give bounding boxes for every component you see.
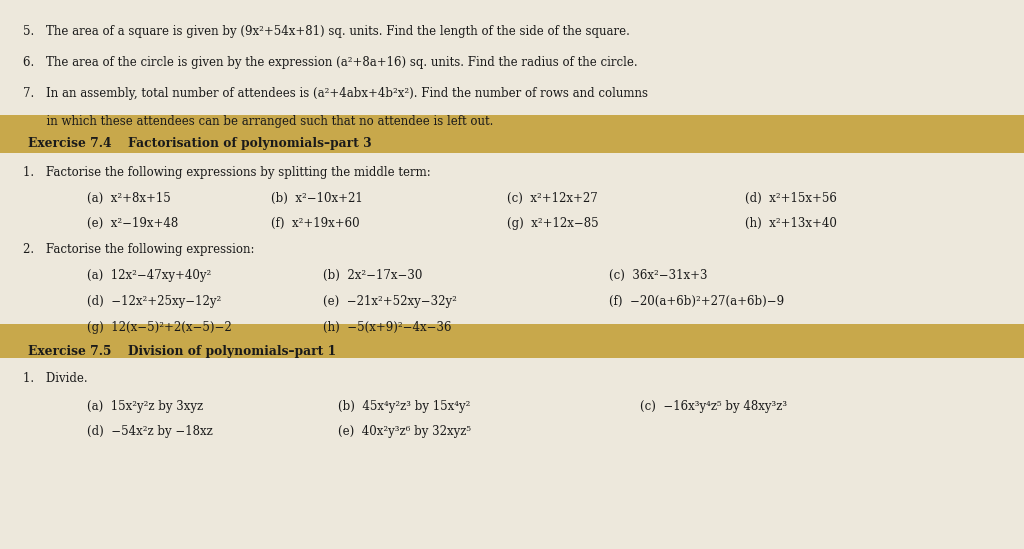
Bar [0, 115, 1024, 153]
Text: (d)  −54x²z by −18xz: (d) −54x²z by −18xz [87, 425, 213, 439]
Text: (c)  x²+12x+27: (c) x²+12x+27 [507, 192, 598, 205]
Text: (c)  36x²−31x+3: (c) 36x²−31x+3 [609, 269, 708, 282]
Text: (a)  x²+8x+15: (a) x²+8x+15 [87, 192, 171, 205]
Text: (d)  −12x²+25xy−12y²: (d) −12x²+25xy−12y² [87, 295, 221, 309]
Text: (b)  2x²−17x−30: (b) 2x²−17x−30 [323, 269, 422, 282]
Text: 1. Divide.: 1. Divide. [23, 372, 87, 385]
Text: in which these attendees can be arranged such that no attendee is left out.: in which these attendees can be arranged… [23, 115, 493, 128]
Text: (e)  40x²y³z⁶ by 32xyz⁵: (e) 40x²y³z⁶ by 32xyz⁵ [338, 425, 471, 439]
Text: (e)  x²−19x+48: (e) x²−19x+48 [87, 217, 178, 231]
Text: (a)  12x²−47xy+40y²: (a) 12x²−47xy+40y² [87, 269, 211, 282]
Text: (g)  12(x−5)²+2(x−5)−2: (g) 12(x−5)²+2(x−5)−2 [87, 321, 231, 334]
Text: (b)  45x⁴y²z³ by 15x⁴y²: (b) 45x⁴y²z³ by 15x⁴y² [338, 400, 470, 413]
Text: Exercise 7.5  Division of polynomials–part 1: Exercise 7.5 Division of polynomials–par… [28, 345, 336, 358]
Text: (f)  x²+19x+60: (f) x²+19x+60 [271, 217, 360, 231]
Text: 2. Factorise the following expression:: 2. Factorise the following expression: [23, 243, 254, 256]
Text: 6. The area of the circle is given by the expression (a²+8a+16) sq. units. Find : 6. The area of the circle is given by th… [23, 56, 637, 69]
Text: (h)  −5(x+9)²−4x−36: (h) −5(x+9)²−4x−36 [323, 321, 451, 334]
Text: (c)  −16x³y⁴z⁵ by 48xy³z³: (c) −16x³y⁴z⁵ by 48xy³z³ [640, 400, 787, 413]
Text: (g)  x²+12x−85: (g) x²+12x−85 [507, 217, 598, 231]
Text: (a)  15x²y²z by 3xyz: (a) 15x²y²z by 3xyz [87, 400, 203, 413]
Text: 5. The area of a square is given by (9x²+54x+81) sq. units. Find the length of t: 5. The area of a square is given by (9x²… [23, 25, 630, 38]
Text: (d)  x²+15x+56: (d) x²+15x+56 [745, 192, 838, 205]
Text: (h)  x²+13x+40: (h) x²+13x+40 [745, 217, 838, 231]
Text: Exercise 7.4  Factorisation of polynomials–part 3: Exercise 7.4 Factorisation of polynomial… [28, 137, 372, 150]
Text: 7. In an assembly, total number of attendees is (a²+4abx+4b²x²). Find the number: 7. In an assembly, total number of atten… [23, 87, 647, 100]
Text: (f)  −20(a+6b)²+27(a+6b)−9: (f) −20(a+6b)²+27(a+6b)−9 [609, 295, 784, 309]
Text: (b)  x²−10x+21: (b) x²−10x+21 [271, 192, 364, 205]
Bar [0, 324, 1024, 358]
Text: 1. Factorise the following expressions by splitting the middle term:: 1. Factorise the following expressions b… [23, 166, 430, 179]
Text: (e)  −21x²+52xy−32y²: (e) −21x²+52xy−32y² [323, 295, 457, 309]
